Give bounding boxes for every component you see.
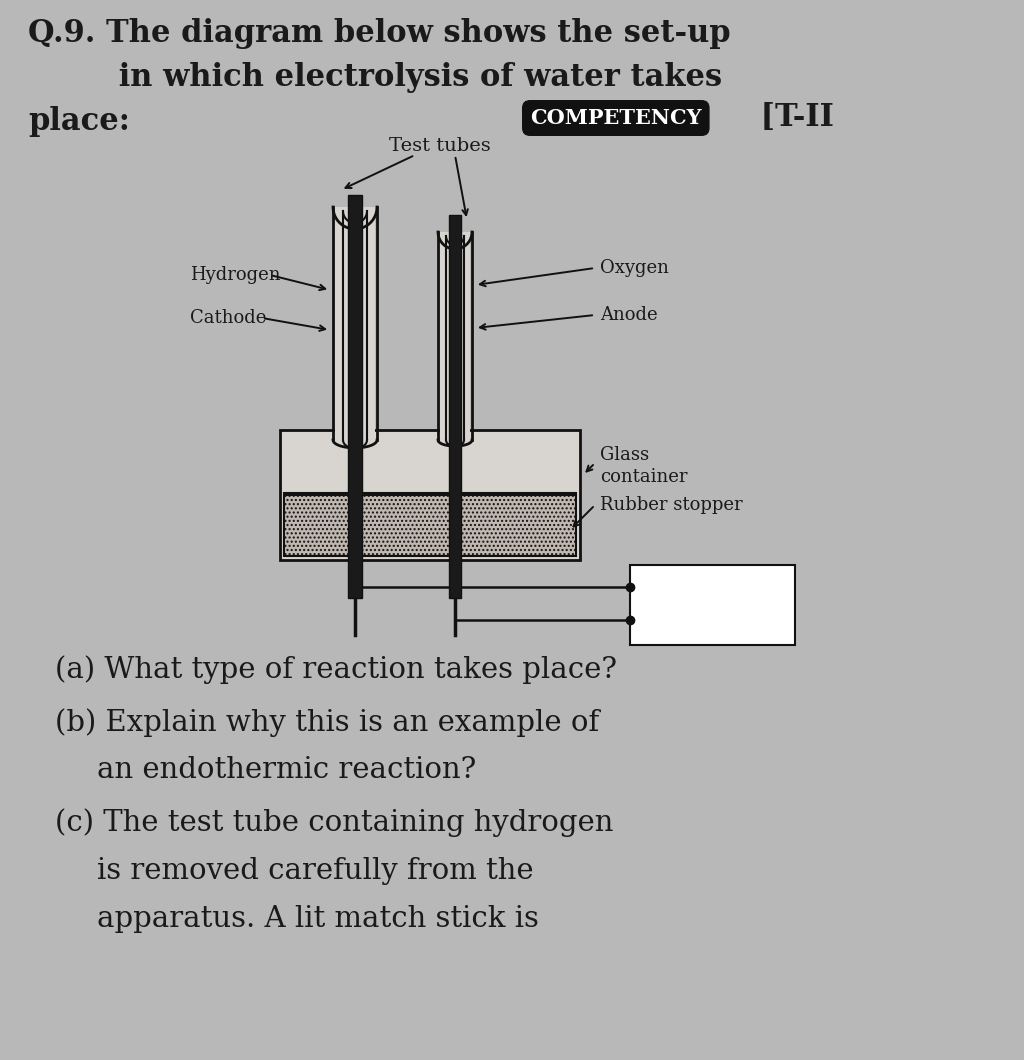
Text: Q.9. The diagram below shows the set-up: Q.9. The diagram below shows the set-up <box>28 18 731 49</box>
Text: Cathode: Cathode <box>190 310 266 326</box>
Text: Oxygen: Oxygen <box>600 259 669 277</box>
Text: container: container <box>600 469 687 485</box>
Text: Anode: Anode <box>600 306 657 324</box>
Bar <box>440 232 470 440</box>
Bar <box>284 495 575 556</box>
Text: apparatus. A lit match stick is: apparatus. A lit match stick is <box>97 904 539 933</box>
Text: [T-II: [T-II <box>750 103 834 134</box>
Text: in which electrolysis of water takes: in which electrolysis of water takes <box>55 61 722 93</box>
Text: place:: place: <box>28 106 130 137</box>
Text: Test tubes: Test tubes <box>389 137 490 155</box>
Text: Rubber stopper: Rubber stopper <box>600 496 742 514</box>
Bar <box>335 207 375 440</box>
Bar <box>280 430 580 560</box>
Text: Direct: Direct <box>642 575 698 593</box>
Text: is removed carefully from the: is removed carefully from the <box>97 856 534 885</box>
Bar <box>348 195 362 598</box>
Text: (c) The test tube containing hydrogen: (c) The test tube containing hydrogen <box>55 809 613 837</box>
Text: current: current <box>642 595 711 613</box>
Bar <box>449 215 461 598</box>
Text: an endothermic reaction?: an endothermic reaction? <box>97 756 476 783</box>
Text: source: source <box>642 615 703 633</box>
Text: COMPETENCY: COMPETENCY <box>530 108 701 128</box>
Text: (b) Explain why this is an example of: (b) Explain why this is an example of <box>55 708 599 737</box>
Text: Glass: Glass <box>600 446 649 464</box>
Bar <box>630 565 795 644</box>
Text: (a) What type of reaction takes place?: (a) What type of reaction takes place? <box>55 655 617 684</box>
Text: Hydrogen: Hydrogen <box>190 266 281 284</box>
